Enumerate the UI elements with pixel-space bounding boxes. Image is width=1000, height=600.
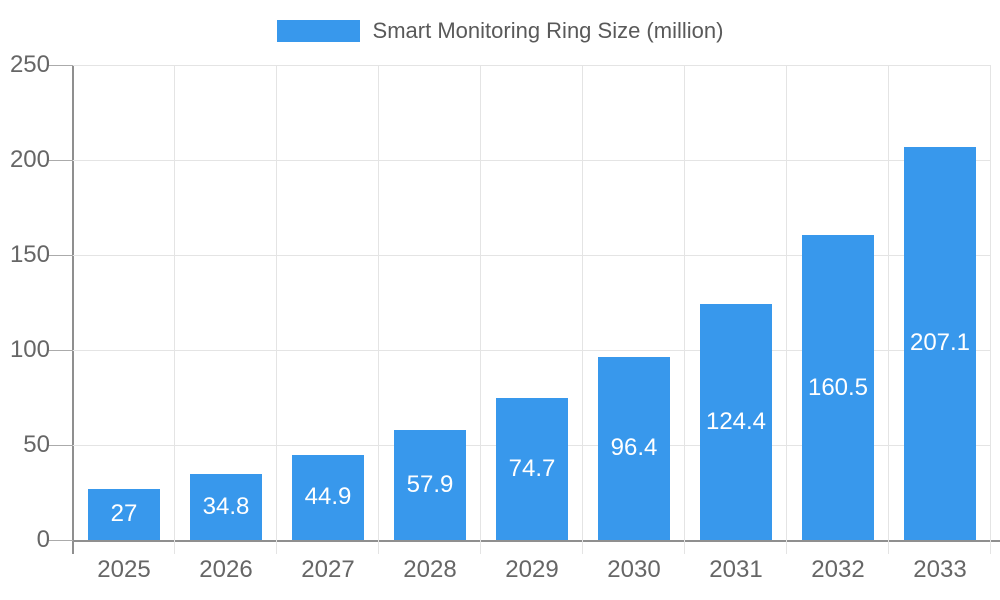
legend-swatch-icon [276, 20, 360, 42]
gridline-vertical [684, 65, 685, 554]
bar-value-label: 27 [110, 500, 138, 528]
gridline-horizontal [73, 255, 991, 256]
bar-value-label: 57.9 [406, 471, 454, 498]
gridline-vertical [888, 65, 889, 554]
x-axis-tick-label: 2031 [709, 556, 763, 583]
bar-value-label: 96.4 [610, 434, 658, 462]
x-axis-tick-label: 2029 [505, 556, 559, 583]
bar-2026[interactable]: 34.8 [190, 473, 262, 540]
x-axis-tick-label: 2025 [97, 556, 151, 583]
gridline-vertical [582, 65, 583, 554]
bar-2030[interactable]: 96.4 [598, 356, 670, 540]
bar-2028[interactable]: 57.9 [394, 430, 466, 540]
y-axis-tick [49, 255, 73, 256]
y-axis-tick [49, 65, 73, 66]
x-axis-line [72, 540, 1000, 542]
y-axis-tick-label: 250 [9, 51, 50, 78]
x-axis-tick-label: 2027 [301, 556, 355, 583]
bar-2029[interactable]: 74.7 [496, 398, 568, 540]
x-axis-tick-label: 2032 [811, 556, 865, 583]
bar-2025[interactable]: 27 [88, 488, 160, 540]
y-axis-tick [49, 445, 73, 446]
gridline-vertical [990, 65, 991, 554]
bar-value-label: 160.5 [807, 373, 869, 401]
bar-2033[interactable]: 207.1 [904, 146, 976, 540]
y-axis-tick-label: 100 [9, 336, 50, 363]
gridline-vertical [480, 65, 481, 554]
bar-value-label: 124.4 [705, 407, 767, 435]
y-axis-tick-label: 0 [36, 526, 50, 553]
legend-label: Smart Monitoring Ring Size (million) [372, 18, 724, 43]
y-axis-tick [49, 350, 73, 351]
gridline-horizontal [73, 350, 991, 351]
legend-item[interactable]: Smart Monitoring Ring Size (million) [0, 17, 1000, 45]
bar-2027[interactable]: 44.9 [292, 454, 364, 540]
x-axis-tick-label: 2033 [913, 556, 967, 583]
bar-2031[interactable]: 124.4 [700, 303, 772, 540]
y-axis-tick [49, 160, 73, 161]
plot-area: 27 34.8 44.9 57.9 74.7 96.4 124.4 160.5 207.1 [49, 65, 991, 554]
x-axis-tick-label: 2026 [199, 556, 253, 583]
gridline-horizontal [73, 65, 991, 66]
gridline-vertical [174, 65, 175, 554]
y-axis-tick-label: 150 [9, 241, 50, 268]
y-axis-line [72, 65, 74, 554]
y-axis-tick-label: 50 [23, 431, 50, 458]
bar-value-label: 207.1 [909, 329, 971, 357]
x-axis-tick-label: 2030 [607, 556, 661, 583]
bar-2032[interactable]: 160.5 [802, 235, 874, 540]
bar-value-label: 74.7 [508, 455, 556, 483]
gridline-vertical [786, 65, 787, 554]
gridline-horizontal [73, 160, 991, 161]
gridline-vertical [276, 65, 277, 554]
y-axis-tick [49, 540, 73, 541]
x-axis-tick-label: 2028 [403, 556, 457, 583]
gridline-vertical [378, 65, 379, 554]
bar-value-label: 44.9 [304, 483, 352, 511]
y-axis-tick-label: 200 [9, 146, 50, 173]
bar-value-label: 34.8 [202, 492, 250, 520]
